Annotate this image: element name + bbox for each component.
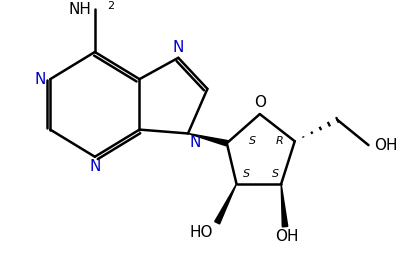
Polygon shape	[188, 133, 228, 146]
Polygon shape	[215, 184, 237, 224]
Text: OH: OH	[374, 138, 398, 153]
Text: S: S	[243, 169, 250, 179]
Text: N: N	[34, 72, 46, 87]
Text: N: N	[89, 159, 100, 174]
Text: N: N	[190, 135, 201, 150]
Text: R: R	[275, 136, 283, 146]
Text: NH: NH	[69, 2, 92, 17]
Text: HO: HO	[190, 225, 213, 240]
Text: S: S	[272, 169, 279, 179]
Text: OH: OH	[275, 229, 299, 244]
Text: N: N	[173, 40, 184, 55]
Text: O: O	[254, 95, 266, 110]
Text: S: S	[249, 136, 256, 146]
Text: 2: 2	[107, 1, 114, 11]
Polygon shape	[281, 184, 288, 227]
